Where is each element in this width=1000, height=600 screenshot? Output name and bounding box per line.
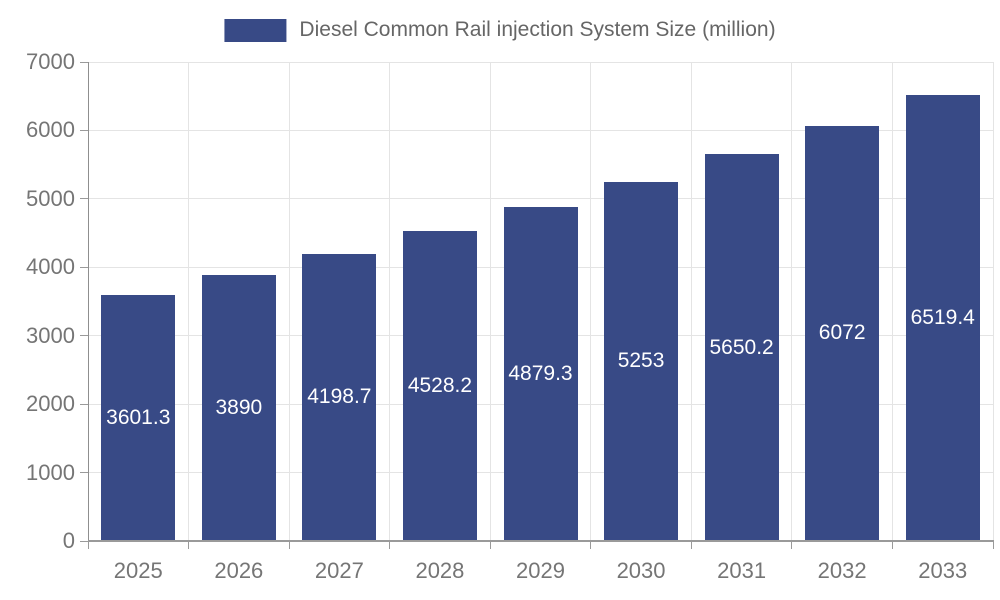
x-axis-label: 2033 [918,558,968,583]
bar[interactable]: 4879.3 [503,207,578,541]
gridline-vertical [288,62,290,541]
bar-value-label: 3890 [215,395,263,419]
x-axis-tick [791,541,793,549]
x-axis-label: 2031 [717,558,767,583]
y-axis-tick [80,540,88,542]
bar-value-label: 5650.2 [709,335,774,359]
legend-label: Diesel Common Rail injection System Size… [299,18,776,41]
y-axis-label: 7000 [26,49,75,74]
bar-value-label: 4879.3 [508,362,573,386]
gridline-horizontal [88,61,993,63]
bar[interactable]: 3601.3 [101,294,176,541]
x-axis-tick [87,541,89,549]
x-axis-label: 2030 [616,558,666,583]
x-axis-tick [590,541,592,549]
gridline-vertical [188,62,190,541]
bar-value-label: 6072 [818,321,866,345]
y-axis-tick [80,472,88,474]
gridline-horizontal [88,198,993,200]
x-axis-tick [188,541,190,549]
y-axis-label: 1000 [26,459,75,485]
x-axis-label: 2025 [113,558,163,583]
y-axis-tick [80,198,88,200]
x-axis-tick [992,541,994,549]
y-axis-line [88,62,89,541]
x-axis-label: 2029 [516,558,565,583]
x-axis-line [88,540,994,542]
bar[interactable]: 5650.2 [704,154,779,541]
y-axis-label: 5000 [26,185,75,211]
gridline-vertical [489,62,491,541]
x-axis-label: 2026 [214,558,264,583]
y-axis-label: 2000 [26,391,75,417]
bar-value-label: 3601.3 [106,405,171,429]
x-axis-tick [489,541,491,549]
y-axis-tick [80,266,88,268]
bar-value-label: 5253 [617,349,665,373]
gridline-vertical [891,62,893,541]
bar-value-label: 4528.2 [407,374,473,398]
legend-swatch [224,18,287,42]
gridline-vertical [791,62,793,541]
y-axis-label: 6000 [26,117,75,143]
x-axis-label: 2028 [415,558,465,583]
gridline-vertical [590,62,592,541]
y-axis-tick [80,335,88,337]
bar-value-label: 6519.4 [910,305,975,329]
y-axis-tick [80,403,88,405]
x-axis-label: 2032 [817,558,867,583]
gridline-vertical [389,62,391,541]
x-axis-tick [690,541,692,549]
y-axis-tick [80,129,88,131]
y-axis-tick [80,61,88,63]
y-axis-label: 3000 [26,322,75,348]
gridline-horizontal [88,129,993,131]
gridline-vertical [690,62,692,541]
x-axis-tick [891,541,893,549]
bar[interactable]: 4198.7 [302,253,377,541]
x-axis-tick [288,541,290,549]
bar[interactable]: 3890 [201,274,276,541]
x-axis-tick [389,541,391,549]
bar-value-label: 4198.7 [307,385,372,409]
y-axis-label: 0 [62,528,75,553]
bar[interactable]: 5253 [604,181,679,541]
bar[interactable]: 6072 [805,125,880,541]
y-axis-label: 4000 [26,254,75,280]
legend[interactable]: Diesel Common Rail injection System Size… [224,18,776,42]
gridline-vertical [992,62,994,541]
bar[interactable]: 4528.2 [402,231,477,541]
bar[interactable]: 6519.4 [905,94,980,541]
x-axis-label: 2027 [314,558,364,583]
